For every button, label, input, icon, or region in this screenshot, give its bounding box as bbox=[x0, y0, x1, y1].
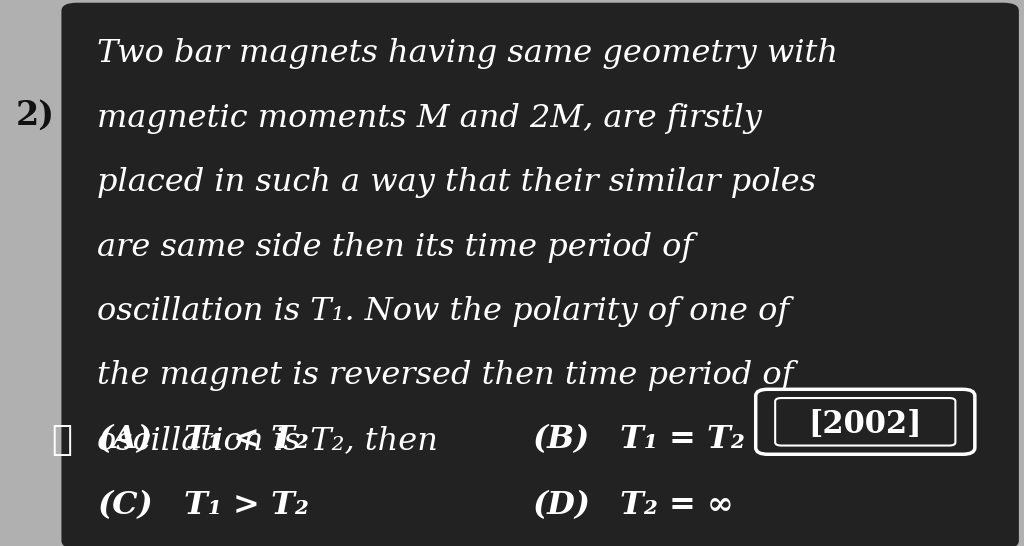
Text: (B): (B) bbox=[532, 424, 590, 455]
Text: magnetic moments M and 2M, are firstly: magnetic moments M and 2M, are firstly bbox=[97, 103, 762, 134]
Text: oscillation is T₂, then: oscillation is T₂, then bbox=[97, 425, 438, 456]
FancyBboxPatch shape bbox=[61, 3, 1019, 546]
Text: T₂ = ∞: T₂ = ∞ bbox=[620, 490, 733, 520]
Text: are same side then its time period of: are same side then its time period of bbox=[97, 232, 693, 263]
Text: T₁ > T₂: T₁ > T₂ bbox=[184, 490, 309, 520]
Text: T₁ = T₂: T₁ = T₂ bbox=[620, 424, 744, 455]
Text: Two bar magnets having same geometry with: Two bar magnets having same geometry wit… bbox=[97, 38, 839, 69]
Text: [2002]: [2002] bbox=[809, 409, 922, 440]
Text: placed in such a way that their similar poles: placed in such a way that their similar … bbox=[97, 167, 816, 198]
FancyBboxPatch shape bbox=[775, 398, 955, 446]
Text: 2): 2) bbox=[15, 98, 54, 131]
FancyBboxPatch shape bbox=[756, 389, 975, 454]
Text: (D): (D) bbox=[532, 490, 591, 520]
Text: (C): (C) bbox=[97, 490, 153, 520]
Text: T₁ < T₂: T₁ < T₂ bbox=[184, 424, 309, 455]
Text: ✓: ✓ bbox=[51, 423, 72, 456]
Text: oscillation is T₁. Now the polarity of one of: oscillation is T₁. Now the polarity of o… bbox=[97, 296, 790, 327]
Text: the magnet is reversed then time period of: the magnet is reversed then time period … bbox=[97, 360, 794, 391]
Text: (A): (A) bbox=[97, 424, 153, 455]
